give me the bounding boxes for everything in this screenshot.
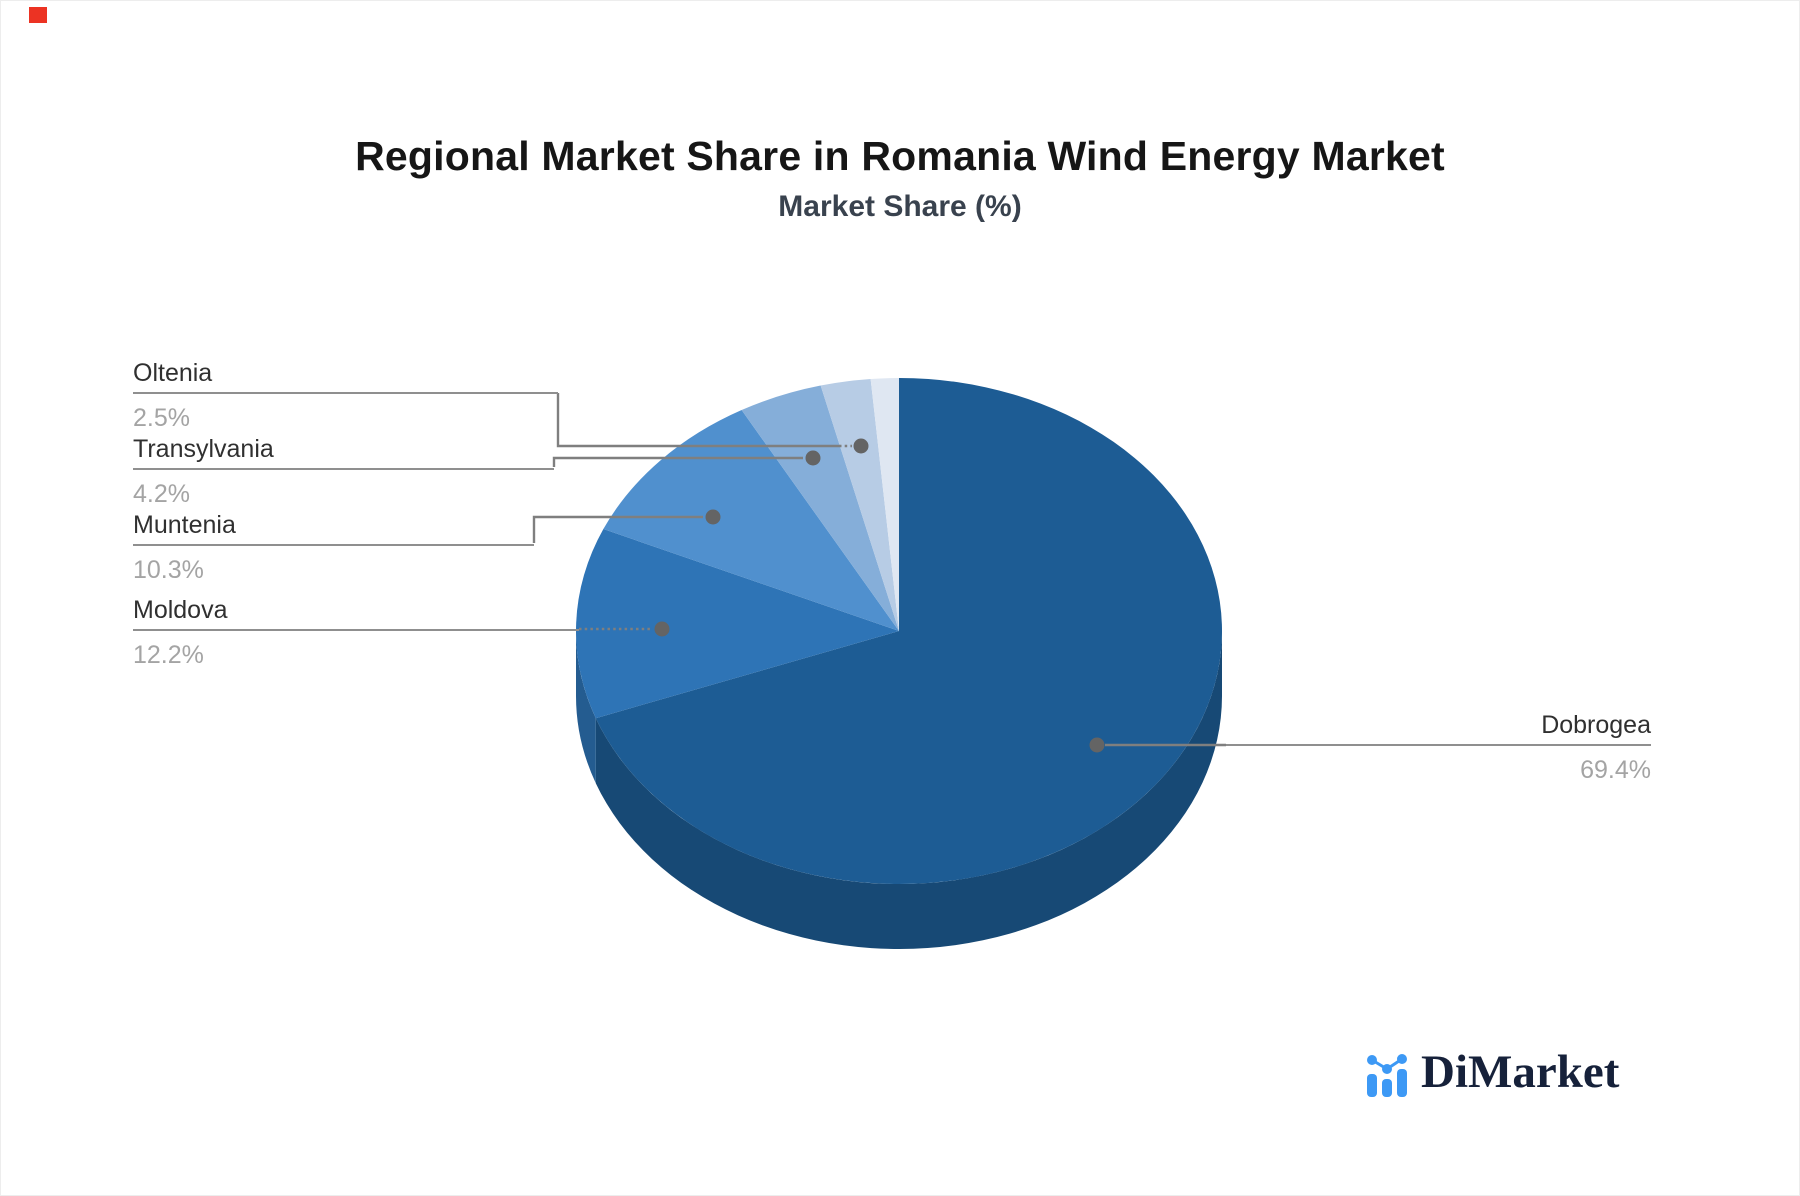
screen-corner-marker	[29, 7, 47, 23]
pie-slice-dobrogea	[595, 378, 1223, 885]
label-transylvania-name: Transylvania	[133, 435, 274, 463]
label-oltenia-name: Oltenia	[133, 359, 213, 387]
leader-line-oltenia	[556, 393, 839, 448]
label-transylvania: Transylvania 4.2%	[133, 433, 554, 509]
label-muntenia: Muntenia 10.3%	[133, 509, 534, 585]
leader-dot-transylvania	[805, 450, 821, 466]
pie-slice-side-moldova	[576, 631, 596, 784]
label-dobrogea-value: 69.4%	[1580, 756, 1651, 784]
label-moldova: Moldova 12.2%	[133, 594, 579, 670]
chart-subtitle: Market Share (%)	[778, 190, 1022, 223]
label-muntenia-value: 10.3%	[133, 556, 204, 584]
label-muntenia-leader-underline	[133, 544, 534, 546]
label-oltenia: Oltenia 2.5%	[133, 357, 558, 433]
chart-title: Regional Market Share in Romania Wind En…	[355, 133, 1445, 179]
pie-slice-moldova	[576, 529, 899, 719]
label-dobrogea-leader-underline	[1226, 744, 1651, 746]
label-transylvania-value: 4.2%	[133, 480, 190, 508]
label-dobrogea-name: Dobrogea	[1541, 711, 1651, 739]
dimarket-logo-text: DiMarket	[1421, 1046, 1620, 1098]
leader-line-transylvania	[552, 456, 803, 467]
label-oltenia-value: 2.5%	[133, 404, 190, 432]
leader-line-muntenia	[532, 515, 703, 543]
leader-dot-muntenia	[705, 509, 721, 525]
bar-line-chart-icon	[1367, 1054, 1407, 1097]
leader-dot-oltenia	[853, 438, 869, 454]
label-transylvania-leader-underline	[133, 468, 554, 470]
pie-slice-oltenia	[820, 378, 899, 631]
label-muntenia-name: Muntenia	[133, 511, 236, 539]
pie-slice-muntenia	[603, 410, 899, 631]
pie-slice-side-dobrogea	[595, 631, 1222, 949]
label-dobrogea: Dobrogea 69.4%	[1226, 709, 1651, 785]
label-moldova-value: 12.2%	[133, 641, 204, 669]
leader-dot-dobrogea	[1089, 737, 1105, 753]
pie-slice-other	[870, 378, 899, 631]
label-moldova-name: Moldova	[133, 596, 228, 624]
leader-dot-moldova	[654, 621, 670, 637]
label-oltenia-leader-underline	[133, 392, 558, 394]
label-moldova-leader-underline	[133, 629, 579, 631]
dimarket-logo: DiMarket	[1361, 1039, 1619, 1101]
